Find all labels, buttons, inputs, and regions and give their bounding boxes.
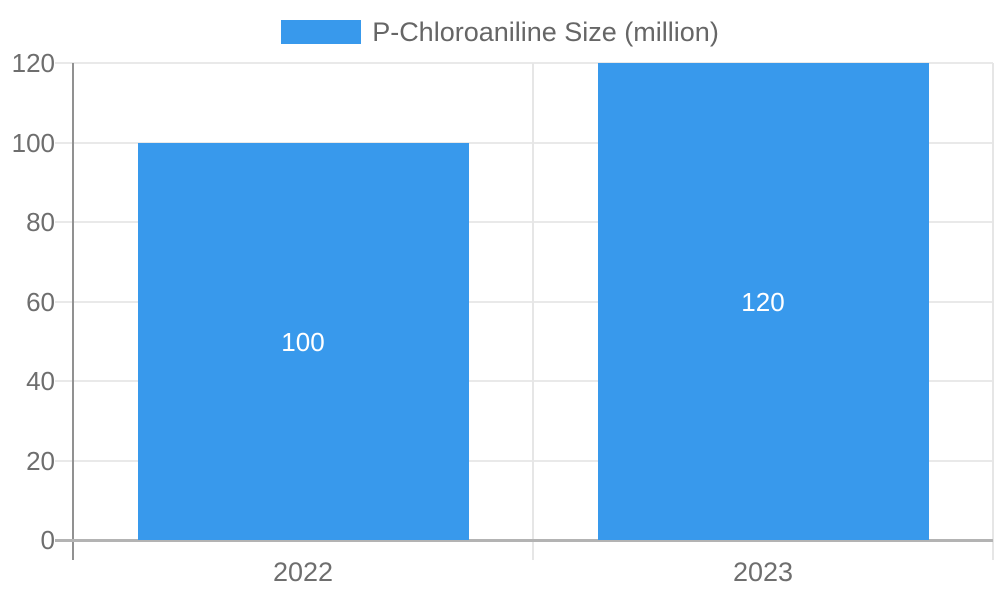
bar-2022[interactable]: [138, 143, 469, 540]
legend[interactable]: P-Chloroaniline Size (million): [0, 17, 1000, 47]
bar-value-label: 120: [741, 287, 785, 317]
gridline: [55, 221, 993, 223]
x-axis-tick-label: 2022: [272, 557, 334, 587]
x-axis-line: [55, 539, 993, 542]
category-boundary-gridline: [992, 63, 994, 560]
x-axis-tick-label: 2023: [732, 557, 794, 587]
gridline: [55, 380, 993, 382]
gridline: [55, 62, 993, 64]
y-axis-tick-label: 100: [11, 128, 55, 158]
bar-value-label: 100: [281, 327, 325, 357]
y-axis-tick-label: 0: [40, 525, 55, 555]
y-axis-tick-label: 60: [26, 287, 55, 317]
y-axis-tick-label: 80: [26, 207, 55, 237]
y-axis-tick-label: 40: [26, 366, 55, 396]
category-boundary-gridline: [532, 63, 534, 560]
gridline: [55, 142, 993, 144]
y-axis-tick-label: 20: [26, 446, 55, 476]
legend-swatch: [281, 20, 362, 44]
y-axis-line: [72, 63, 74, 560]
y-axis-tick-label: 120: [11, 48, 55, 78]
legend-label: P-Chloroaniline Size (million): [372, 17, 719, 47]
gridline: [55, 301, 993, 303]
gridline: [55, 460, 993, 462]
bar-2023[interactable]: [598, 63, 929, 540]
